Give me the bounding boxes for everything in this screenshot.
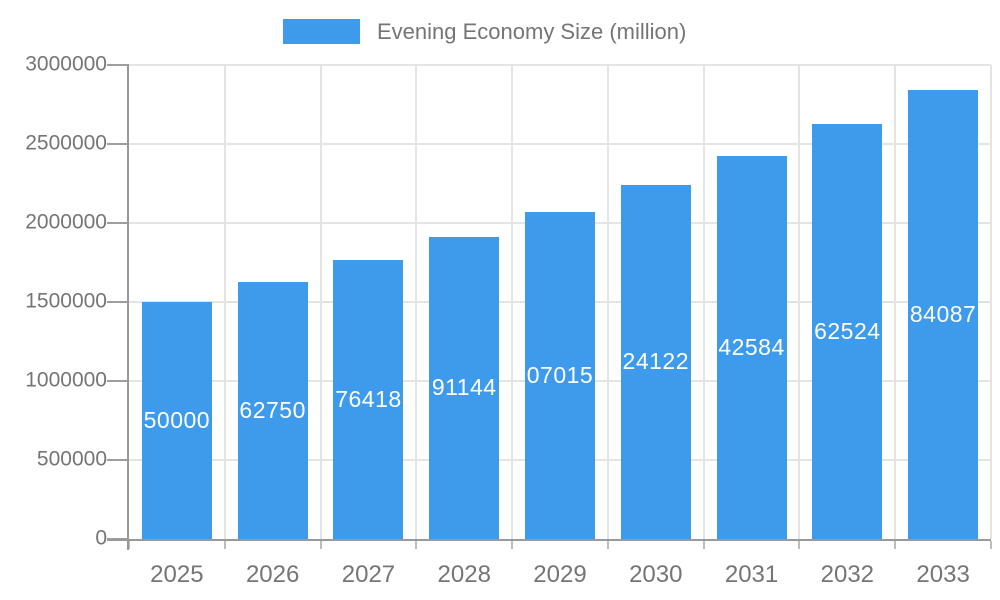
x-gridline (415, 65, 418, 539)
bar-2030[interactable]: 24122 (620, 184, 691, 539)
x-tick-mark (511, 541, 514, 549)
y-tick-mark (107, 143, 129, 145)
legend-swatch (283, 19, 360, 44)
y-axis-line (127, 65, 129, 550)
x-tick-mark (319, 541, 322, 549)
x-axis-tick-label: 2026 (245, 561, 300, 588)
x-gridline (319, 65, 322, 539)
legend-label: Evening Economy Size (million) (377, 18, 687, 44)
bar-2032[interactable]: 62524 (812, 124, 883, 539)
x-tick-mark (128, 541, 130, 549)
x-gridline (702, 65, 705, 539)
x-gridline (511, 65, 514, 539)
x-tick-mark (223, 541, 226, 549)
x-axis-tick-label: 2031 (724, 561, 779, 588)
bar-value-label: 24122 (622, 348, 689, 375)
y-tick-mark (107, 380, 129, 382)
y-tick-mark (107, 222, 129, 224)
bar-2033[interactable]: 84087 (908, 90, 979, 539)
y-axis-tick-label: 1500000 (25, 289, 107, 313)
x-axis-tick-label: 2030 (629, 561, 683, 588)
x-tick-mark (798, 541, 801, 549)
bar-value-label: 91144 (431, 374, 497, 401)
y-tick-mark (107, 64, 129, 66)
x-axis-tick-label: 2027 (341, 561, 396, 588)
x-tick-mark (415, 541, 418, 549)
bar-value-label: 62750 (239, 396, 306, 423)
y-tick-mark (107, 459, 129, 461)
y-axis-tick-label: 1000000 (25, 368, 107, 392)
x-gridline (990, 65, 992, 539)
x-axis-line (107, 539, 991, 541)
y-axis-tick-label: 2000000 (25, 210, 107, 234)
x-gridline (606, 65, 609, 539)
bar-2025[interactable]: 50000 (141, 302, 212, 539)
y-axis-tick-label: 2500000 (25, 131, 107, 155)
bar-value-label: 62524 (814, 318, 881, 345)
y-axis-tick-label: 500000 (36, 447, 107, 471)
bar-value-label: 42584 (718, 333, 785, 360)
x-gridline (223, 65, 226, 539)
x-tick-mark (606, 541, 609, 549)
y-gridline (129, 143, 991, 145)
bar-2028[interactable]: 91144 (429, 236, 500, 539)
bar-value-label: 07015 (526, 361, 594, 388)
x-axis-tick-label: 2029 (533, 561, 587, 588)
bar-2031[interactable]: 42584 (716, 155, 787, 539)
bar-value-label: 50000 (143, 407, 211, 433)
x-axis-tick-label: 2032 (820, 561, 875, 588)
x-axis-tick-label: 2033 (916, 561, 970, 588)
x-tick-mark (702, 541, 705, 549)
x-gridline (894, 65, 897, 539)
bar-2029[interactable]: 07015 (525, 211, 595, 539)
y-axis-tick-label: 0 (95, 526, 107, 550)
x-axis-tick-label: 2028 (437, 561, 491, 588)
bar-value-label: 84087 (909, 301, 977, 328)
y-gridline (129, 64, 991, 66)
x-tick-mark (894, 541, 897, 549)
bar-value-label: 76418 (335, 386, 402, 413)
bar-2026[interactable]: 62750 (237, 281, 308, 539)
y-tick-mark (107, 301, 129, 303)
x-gridline (798, 65, 801, 539)
bar-2027[interactable]: 76418 (333, 260, 404, 539)
y-axis-tick-label: 3000000 (25, 52, 107, 76)
x-tick-mark (990, 541, 992, 549)
x-axis-tick-label: 2025 (150, 561, 204, 588)
